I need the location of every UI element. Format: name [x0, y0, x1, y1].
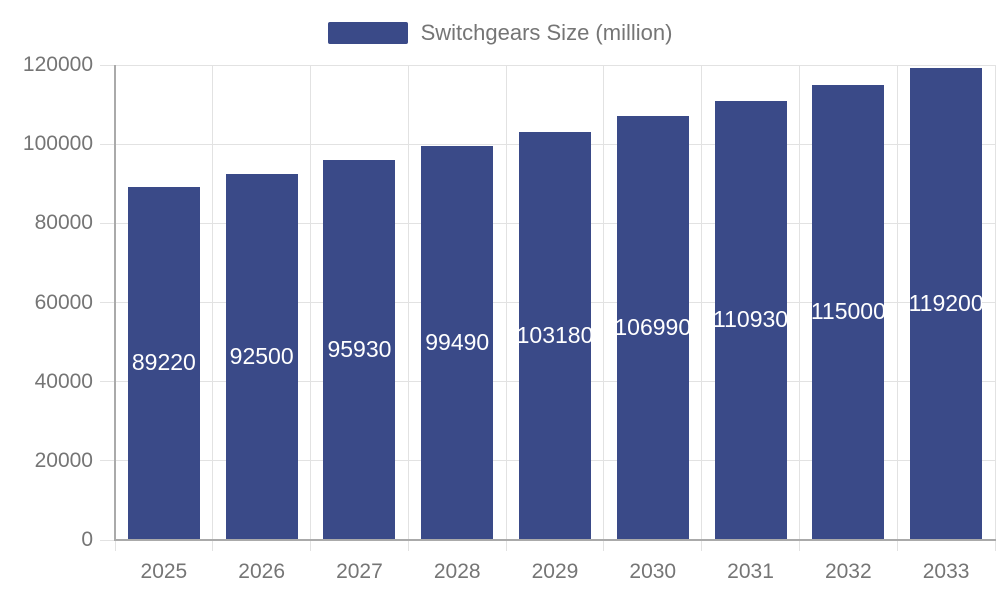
bar-value-label: 115000: [812, 298, 885, 325]
x-axis-tick-label: 2028: [433, 560, 481, 583]
x-gridline: [407, 65, 409, 551]
x-axis-line: [114, 539, 996, 541]
x-gridline: [212, 65, 214, 551]
x-gridline: [310, 65, 312, 551]
bar-2033[interactable]: 119200: [910, 68, 983, 539]
y-gridline: [100, 64, 995, 66]
x-axis-tick-label: 2026: [238, 560, 285, 583]
x-axis-tick-label: 2032: [824, 560, 872, 583]
y-axis-tick-label: 20000: [34, 448, 93, 472]
x-gridline: [701, 65, 703, 551]
bar-2026[interactable]: 92500: [225, 173, 298, 539]
bar-2027[interactable]: 95930: [323, 160, 396, 539]
y-axis-tick-label: 80000: [34, 211, 93, 235]
y-axis-tick-label: 60000: [34, 290, 93, 314]
x-axis-tick-label: 2031: [727, 560, 774, 583]
bar-value-label: 95930: [327, 336, 392, 363]
bar-value-label: 103180: [519, 321, 591, 348]
bar-value-label: 99490: [425, 329, 490, 356]
y-axis-tick-label: 100000: [22, 132, 93, 156]
x-axis-tick-label: 2027: [336, 560, 383, 583]
bar-2025[interactable]: 89220: [127, 186, 200, 539]
x-axis-tick-label: 2029: [531, 560, 579, 583]
legend-swatch: [327, 22, 408, 44]
x-axis-tick-label: 2033: [922, 560, 970, 583]
y-axis-tick-label: 40000: [34, 369, 93, 393]
bar-value-label: 110930: [714, 306, 787, 333]
x-axis-tick-label: 2025: [140, 560, 188, 583]
x-gridline: [505, 65, 507, 551]
bar-2031[interactable]: 110930: [714, 100, 787, 539]
bar-2028[interactable]: 99490: [421, 146, 494, 539]
y-axis-tick-label: 120000: [22, 53, 93, 76]
bar-2032[interactable]: 115000: [812, 84, 885, 539]
legend-item[interactable]: Switchgears Size (million): [0, 20, 1000, 46]
bar-value-label: 89220: [131, 349, 196, 376]
y-axis-tick-label: 0: [81, 528, 93, 551]
x-gridline: [896, 65, 898, 551]
x-gridline: [994, 65, 996, 551]
bar-value-label: 106990: [616, 314, 689, 341]
x-gridline: [798, 65, 800, 551]
y-axis-line: [114, 65, 116, 541]
legend-label: Switchgears Size (million): [420, 20, 673, 45]
bar-value-label: 92500: [229, 342, 294, 369]
bar-value-label: 119200: [910, 290, 983, 317]
x-axis-tick-label: 2030: [629, 560, 677, 583]
x-gridline: [603, 65, 605, 551]
bar-2030[interactable]: 106990: [616, 116, 689, 539]
bar-2029[interactable]: 103180: [519, 131, 591, 539]
